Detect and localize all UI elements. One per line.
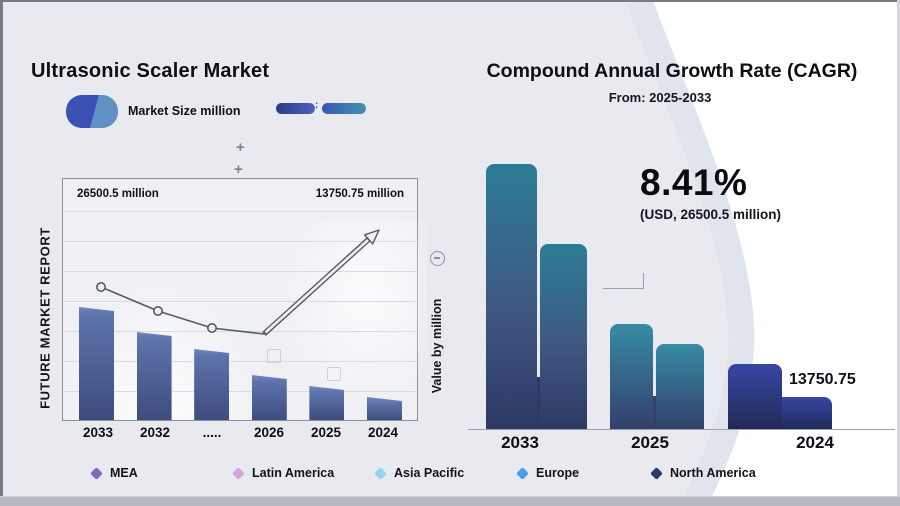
legend-item-latin-america: Latin America	[232, 466, 335, 480]
step-outline-decoration	[603, 273, 644, 289]
bar-series	[79, 179, 402, 420]
gridline	[64, 241, 416, 242]
x-axis-line	[468, 428, 895, 430]
x-axis-tick-label: 2033	[82, 425, 114, 440]
cagr-chart	[468, 160, 895, 430]
cagr-bar-group-2024	[728, 161, 832, 429]
legend-label: Latin America	[252, 466, 335, 480]
cagr-bar-secondary	[540, 244, 587, 429]
market-size-bar	[309, 386, 345, 420]
market-size-bar	[79, 307, 114, 420]
legend-diamond-icon	[374, 466, 387, 480]
mini-gradient-pill-icon	[322, 103, 366, 114]
x-axis-tick-label: 2024	[796, 433, 834, 452]
frame-border	[0, 0, 900, 2]
x-axis-tick-label: 2033	[501, 433, 539, 452]
legend-item-mea: MEA	[90, 466, 138, 480]
pill-separator: :	[315, 100, 319, 111]
frame-border	[0, 0, 3, 506]
cagr-detail: (USD, 26500.5 million)	[640, 207, 782, 222]
ghost-square-icon	[267, 349, 281, 363]
x-axis-tick-label: 2025	[310, 425, 342, 440]
legend-diamond-icon	[516, 466, 529, 480]
gridline	[64, 391, 416, 392]
gridline	[64, 211, 416, 212]
market-size-bar	[251, 375, 287, 420]
ghost-square-icon	[327, 367, 341, 381]
cagr-bar-primary	[610, 324, 653, 429]
x-axis-tick-label: 2024	[367, 425, 399, 440]
chart-end-value: 13750.75 million	[315, 188, 404, 200]
gridline	[64, 361, 416, 362]
legend-item-europe: Europe	[516, 466, 580, 480]
series-color-pill-icon	[66, 95, 118, 128]
chart-start-value: 26500.5 million	[77, 188, 159, 200]
x-axis-labels: 2033 2025 2024	[468, 433, 895, 455]
legend-label: North America	[670, 466, 756, 480]
legend-item-north-america: North America	[650, 466, 756, 480]
x-axis-tick-label: .....	[202, 425, 222, 440]
cagr-bar-group-2033	[486, 161, 587, 429]
x-axis-tick-label: 2026	[253, 425, 285, 440]
cagr-bar-primary	[728, 364, 782, 429]
cagr-bar-group-2025	[610, 161, 704, 429]
legend-diamond-icon	[232, 466, 245, 480]
x-axis-tick-label: 2025	[631, 433, 669, 452]
page-title: Ultrasonic Scaler Market	[31, 60, 270, 82]
market-size-chart: 26500.5 million 13750.75 million	[62, 178, 427, 421]
cagr-bar-secondary	[782, 397, 832, 429]
plus-icon: +	[236, 139, 245, 156]
plus-icon: +	[234, 161, 243, 178]
cagr-bar-primary	[486, 164, 537, 429]
gridline	[64, 271, 416, 272]
cagr-bar-secondary	[656, 344, 704, 429]
series-legend-label: Market Size million	[128, 104, 241, 118]
frame-border	[897, 0, 900, 506]
market-size-bar	[366, 397, 402, 420]
cagr-value: 8.41%	[640, 162, 748, 203]
frame-border	[0, 496, 900, 506]
legend-label: Europe	[536, 466, 580, 480]
data-value-label: 13750.75	[789, 371, 856, 388]
legend-diamond-icon	[650, 466, 663, 480]
cagr-subtitle: From: 2025-2033	[608, 90, 712, 105]
y-axis-label: Value by million	[430, 298, 444, 394]
watermark-text: FUTURE MARKET REPORT	[37, 227, 53, 409]
mini-gradient-pill-icon	[276, 103, 315, 114]
legend-diamond-icon	[90, 466, 103, 480]
bar-bridge	[537, 377, 540, 429]
market-size-bar	[194, 349, 230, 420]
zoom-out-icon	[430, 251, 445, 266]
x-axis-labels: 2033 2032..... 2026 2025 2024	[78, 425, 403, 440]
cagr-title: Compound Annual Growth Rate (CAGR)	[486, 60, 858, 82]
legend-item-asia-pacific: Asia Pacific	[374, 466, 465, 480]
legend-label: Asia Pacific	[394, 466, 465, 480]
x-axis-tick-label: 2032	[139, 425, 171, 440]
legend-label: MEA	[110, 466, 138, 480]
bar-bridge	[653, 396, 656, 429]
market-size-bar	[136, 332, 172, 420]
